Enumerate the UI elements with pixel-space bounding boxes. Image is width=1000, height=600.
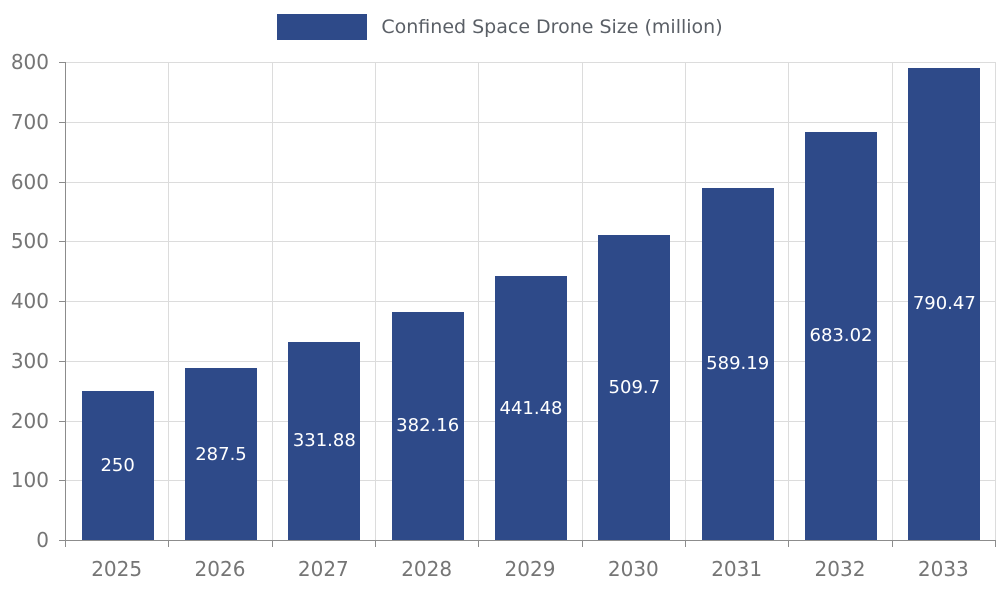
y-axis-tick	[59, 62, 65, 63]
y-axis-tick	[59, 121, 65, 123]
bar-value-label: 589.19	[706, 353, 770, 375]
y-tick-label: 300	[10, 348, 49, 373]
y-axis-tick	[59, 360, 65, 362]
y-axis-tick	[59, 480, 65, 482]
x-axis-tick	[891, 541, 893, 547]
bar: 287.5	[184, 368, 258, 540]
gridline-vertical	[478, 62, 480, 540]
y-tick-label: 700	[10, 109, 49, 134]
legend-label: Confined Space Drone Size (million)	[381, 16, 723, 38]
x-axis-tick	[168, 541, 170, 547]
bar: 331.88	[288, 341, 361, 540]
y-tick-label: 500	[10, 229, 49, 254]
legend-item[interactable]: Confined Space Drone Size (million)	[277, 14, 723, 40]
bar: 683.02	[804, 131, 878, 540]
gridline-vertical	[375, 62, 376, 540]
gridline-vertical	[685, 62, 686, 540]
bar-value-label: 509.7	[608, 377, 661, 399]
bar-value-label: 683.02	[809, 325, 873, 347]
x-tick-label: 2029	[504, 557, 556, 581]
bar-value-label: 790.47	[912, 293, 976, 315]
y-tick-label: 200	[10, 408, 49, 433]
x-axis-tick	[995, 541, 996, 547]
y-axis: 0 100 200 300 400 500 600 700 800	[0, 50, 65, 552]
bar: 382.16	[391, 311, 464, 540]
legend-swatch	[277, 14, 368, 40]
x-tick-label: 2033	[917, 557, 969, 581]
y-tick-label: 0	[36, 528, 49, 552]
x-axis-tick	[375, 541, 376, 547]
y-axis-tick	[59, 301, 65, 302]
gridline-vertical	[995, 62, 996, 540]
x-axis-tick	[65, 541, 66, 547]
gridline-vertical	[271, 62, 273, 540]
y-tick-label: 100	[10, 468, 49, 493]
y-axis-tick	[59, 241, 65, 243]
gridline-horizontal	[66, 181, 996, 183]
bar: 589.19	[701, 187, 774, 540]
chart-legend: Confined Space Drone Size (million)	[0, 14, 1000, 40]
x-tick-label: 2031	[711, 557, 763, 581]
x-tick-label: 2025	[91, 557, 143, 581]
bar-value-label: 441.48	[499, 397, 563, 419]
bar-value-label: 382.16	[396, 415, 460, 437]
x-tick-label: 2026	[194, 557, 246, 581]
gridline-vertical	[891, 62, 893, 540]
gridline-horizontal	[66, 241, 996, 243]
y-axis-tick	[59, 540, 65, 541]
x-axis: 2025 2026 2027 2028 2029 2030 2031 2032 2033	[65, 541, 996, 596]
bar: 509.7	[598, 235, 671, 540]
y-tick-label: 400	[10, 289, 49, 313]
bar-value-label: 331.88	[292, 430, 356, 452]
gridline-horizontal	[66, 121, 996, 123]
x-axis-tick	[685, 541, 686, 547]
bar: 250	[81, 390, 154, 540]
y-axis-tick	[59, 420, 65, 422]
y-axis-tick	[59, 181, 65, 183]
gridline-vertical	[581, 62, 583, 540]
plot-area: 250 287.5 331.88 382.16 441.48 509.7 589.19 683…	[65, 62, 996, 541]
gridline-vertical	[788, 62, 790, 540]
gridline-vertical	[168, 62, 170, 540]
x-tick-label: 2027	[297, 557, 349, 581]
x-axis-tick	[271, 541, 273, 547]
bar-value-label: 250	[100, 454, 135, 476]
x-axis-tick	[581, 541, 583, 547]
x-tick-label: 2030	[607, 557, 659, 581]
y-tick-label: 800	[10, 50, 49, 74]
bar-value-label: 287.5	[195, 443, 247, 465]
bar: 790.47	[908, 67, 981, 540]
gridline-horizontal	[66, 62, 996, 63]
x-tick-label: 2028	[401, 557, 453, 581]
x-axis-tick	[788, 541, 790, 547]
x-axis-tick	[478, 541, 480, 547]
y-tick-label: 600	[10, 169, 49, 194]
bar: 441.48	[494, 276, 568, 540]
x-tick-label: 2032	[814, 557, 866, 581]
